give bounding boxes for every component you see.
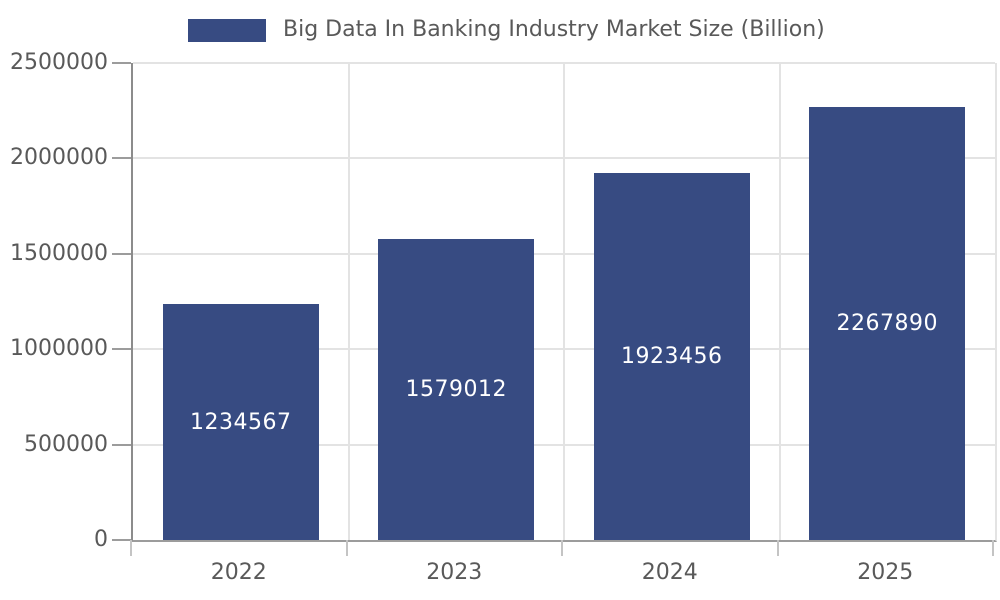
y-tick-mark bbox=[112, 443, 131, 446]
bar-2023: 1579012 bbox=[378, 238, 535, 540]
y-tick-label: 2000000 bbox=[10, 145, 108, 171]
y-tick-label: 0 bbox=[94, 527, 108, 552]
bar-2025: 2267890 bbox=[809, 107, 966, 540]
y-tick-label: 500000 bbox=[24, 431, 108, 457]
legend-swatch bbox=[188, 18, 266, 42]
x-tick-mark bbox=[992, 540, 994, 556]
v-gridline bbox=[347, 63, 350, 540]
y-tick-label: 2500000 bbox=[10, 50, 108, 75]
y-tick-mark bbox=[112, 539, 131, 541]
bar-value-label: 1923456 bbox=[621, 344, 723, 369]
x-tick-mark bbox=[345, 540, 348, 556]
bar-value-label: 1234567 bbox=[190, 409, 292, 435]
x-tick-mark bbox=[561, 540, 563, 556]
y-tick-label: 1500000 bbox=[10, 240, 108, 266]
h-gridline bbox=[133, 62, 995, 64]
y-tick-mark bbox=[112, 348, 131, 351]
x-tick-mark bbox=[130, 540, 132, 556]
plot-area: 1234567 1579012 1923456 2267890 bbox=[131, 62, 997, 542]
y-tick-label: 1000000 bbox=[10, 336, 108, 362]
legend-label: Big Data In Banking Industry Market Size… bbox=[283, 17, 825, 42]
v-gridline bbox=[778, 63, 781, 540]
bar-value-label: 1579012 bbox=[405, 376, 507, 402]
legend: Big Data In Banking Industry Market Size… bbox=[188, 17, 825, 43]
x-tick-label-2023: 2023 bbox=[426, 560, 483, 585]
x-tick-mark bbox=[776, 540, 779, 556]
bar-value-label: 2267890 bbox=[836, 311, 938, 337]
y-tick-mark bbox=[112, 157, 131, 160]
x-tick-label-2025: 2025 bbox=[857, 560, 914, 585]
bar-2022: 1234567 bbox=[162, 304, 319, 540]
y-tick-mark bbox=[112, 252, 131, 255]
v-gridline bbox=[563, 63, 565, 540]
x-tick-label-2022: 2022 bbox=[210, 560, 267, 585]
x-tick-label-2024: 2024 bbox=[641, 560, 698, 585]
y-tick-mark bbox=[112, 62, 131, 64]
bar-2024: 1923456 bbox=[593, 173, 750, 540]
